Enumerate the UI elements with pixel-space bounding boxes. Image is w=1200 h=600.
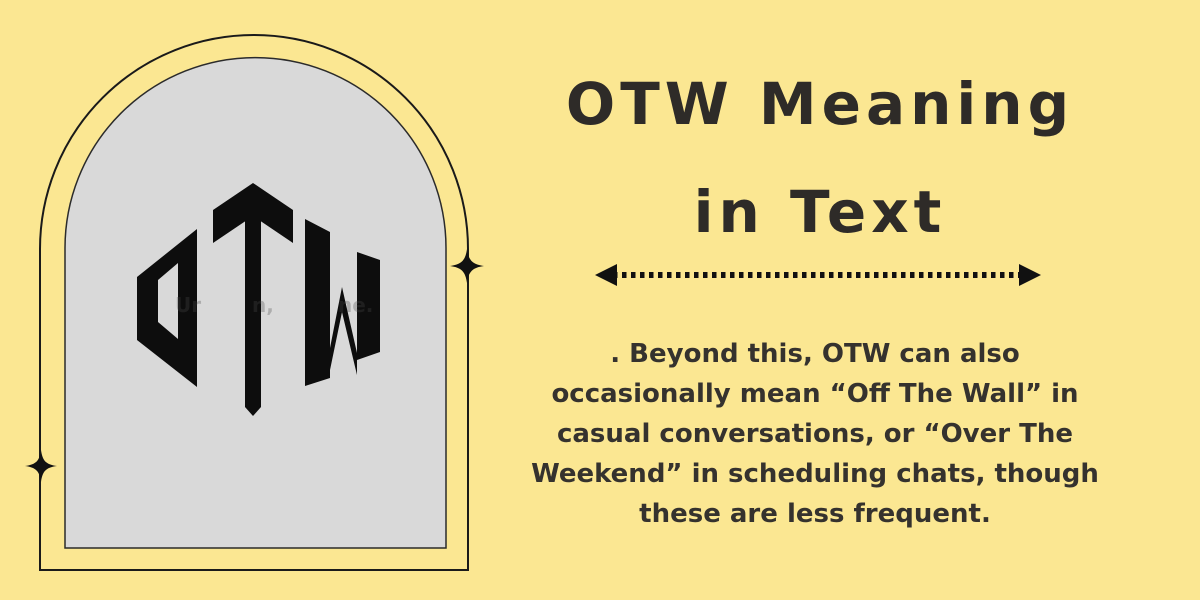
sparkle-icon (25, 450, 57, 482)
monogram-letter-w (305, 219, 380, 386)
arch-artwork: Ur n, ne. (25, 34, 484, 571)
arrow-right-head-icon (1019, 264, 1041, 286)
page-title: OTW Meaning in Text (520, 50, 1120, 266)
dotted-arrow-divider (595, 264, 1041, 286)
otw-monogram-logo (137, 183, 380, 416)
title-line-1: OTW Meaning (565, 70, 1075, 138)
sparkle-icon (450, 249, 484, 283)
paragraph-line: these are less frequent. (639, 499, 991, 529)
arch-frame-outline (39, 34, 469, 571)
watermark: Ur n, ne. (175, 293, 373, 317)
paragraph-line: Weekend” in scheduling chats, though (531, 459, 1099, 489)
arrow-left-head-icon (595, 264, 617, 286)
monogram-letter-o (137, 229, 197, 387)
title-line-2: in Text (693, 178, 947, 246)
monogram-letter-t-stem (245, 212, 261, 416)
watermark-fragment: ne. (338, 293, 373, 317)
watermark-fragment: n, (252, 293, 274, 317)
body-paragraph: . Beyond this, OTW can also occasionally… (505, 334, 1125, 534)
paragraph-line: occasionally mean “Off The Wall” in (551, 379, 1079, 409)
paragraph-line: casual conversations, or “Over The (556, 419, 1074, 449)
watermark-fragment: Ur (175, 293, 201, 317)
paragraph-line: . Beyond this, OTW can also (610, 339, 1020, 369)
